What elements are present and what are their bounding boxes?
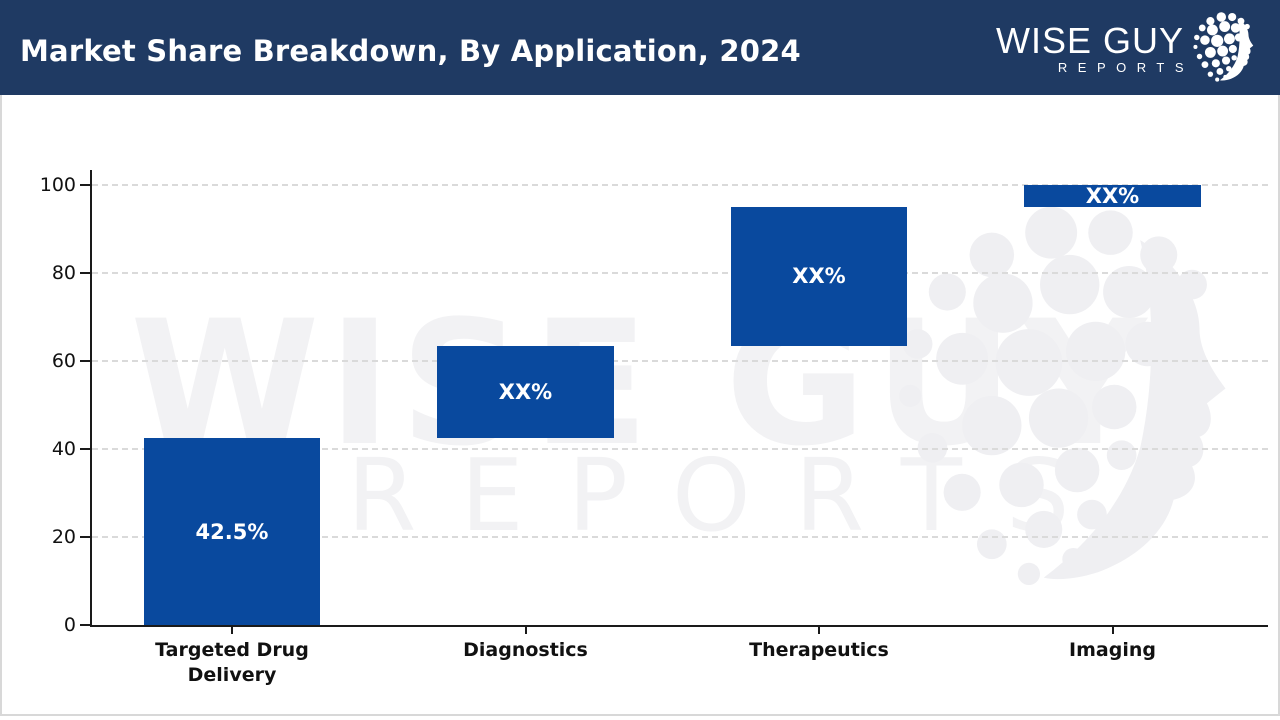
chart-card: WISE GUY REPORTS 0 20 40 60 80 100 42.5% Target…	[0, 95, 1280, 716]
header: Market Share Breakdown, By Application, …	[0, 0, 1280, 95]
page-title: Market Share Breakdown, By Application, …	[20, 33, 801, 68]
bar-value-label: XX%	[792, 264, 846, 289]
y-tick-100	[80, 184, 90, 186]
y-tick-label-20: 20	[51, 526, 76, 548]
brand-logo: WISE GUY REPORTS	[996, 11, 1258, 87]
x-category-label-3: Therapeutics	[699, 638, 939, 663]
logo-wordmark-line2: REPORTS	[1057, 60, 1194, 76]
y-tick-20	[80, 536, 90, 538]
logo-wordmark: WISE GUY REPORTS	[995, 19, 1184, 75]
waterfall-bar-2: XX%	[437, 345, 614, 438]
x-category-label-4: Imaging	[993, 638, 1233, 663]
x-tick-1	[231, 625, 233, 634]
x-category-label-line: Targeted Drug	[155, 639, 309, 661]
gridline-60	[92, 360, 1268, 362]
y-tick-0	[80, 624, 90, 626]
bar-value-label: 42.5%	[195, 519, 269, 544]
y-tick-label-100: 100	[39, 174, 76, 196]
y-tick-label-60: 60	[51, 350, 76, 372]
gridline-80	[92, 272, 1268, 274]
bar-value-label: XX%	[498, 379, 553, 404]
waterfall-bar-3: XX%	[730, 207, 908, 346]
bar-value-label: XX%	[1085, 184, 1140, 208]
x-category-label-line: Diagnostics	[463, 639, 588, 661]
y-tick-label-0: 0	[63, 614, 76, 636]
x-category-label-1: Targeted Drug Delivery	[112, 638, 352, 688]
gridline-20	[92, 536, 1268, 538]
x-tick-4	[1111, 625, 1114, 634]
plot-area: 0 20 40 60 80 100 42.5% Targeted Drug Delivery XX…	[40, 170, 1268, 686]
x-category-label-line: Delivery	[187, 664, 277, 686]
y-tick-80	[80, 272, 90, 274]
y-tick-40	[80, 448, 90, 450]
x-category-label-line: Imaging	[1069, 639, 1156, 661]
dotted-face-profile-icon	[1193, 11, 1254, 82]
gridline-100	[92, 184, 1268, 186]
x-tick-3	[818, 625, 820, 634]
y-tick-label-80: 80	[51, 262, 76, 284]
waterfall-bar-1: 42.5%	[143, 438, 321, 625]
x-category-label-line: Therapeutics	[749, 639, 889, 661]
x-tick-2	[524, 625, 527, 634]
y-tick-label-40: 40	[51, 438, 76, 460]
waterfall-bar-4: XX%	[1024, 184, 1201, 208]
gridline-40	[92, 448, 1268, 450]
y-tick-60	[80, 360, 90, 362]
x-category-label-2: Diagnostics	[406, 638, 646, 663]
logo-wordmark-line1: WISE GUY	[995, 19, 1184, 61]
